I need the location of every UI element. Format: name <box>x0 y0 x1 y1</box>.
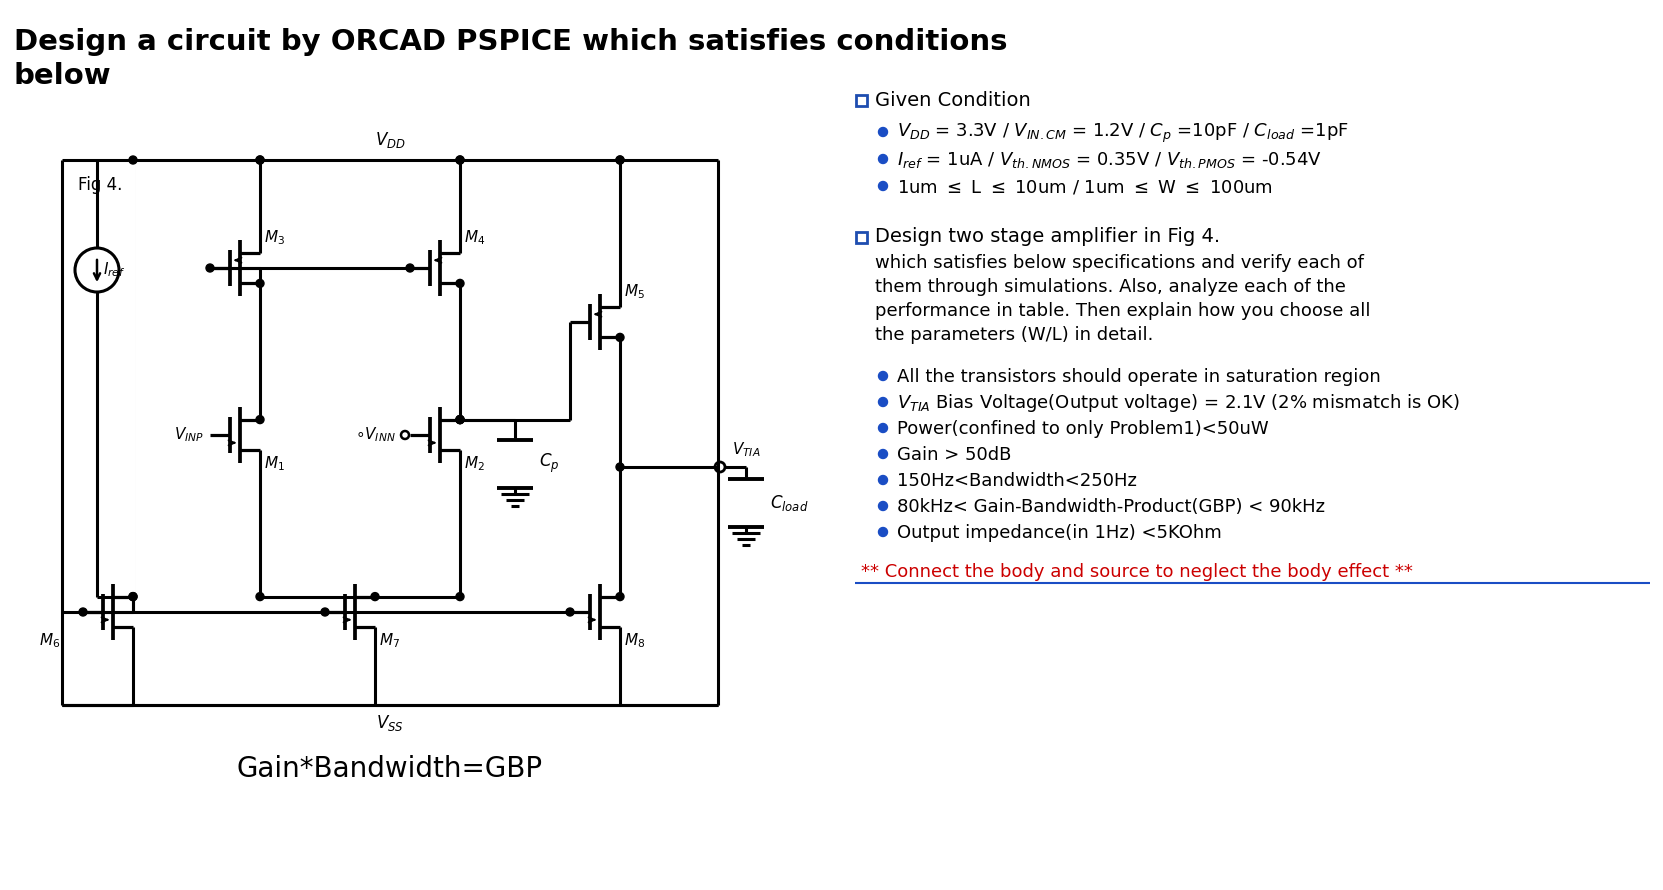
Circle shape <box>130 593 136 601</box>
Text: $\circ V_{INN}$: $\circ V_{INN}$ <box>356 425 396 444</box>
Text: $C_p$: $C_p$ <box>539 452 559 475</box>
Text: $M_3$: $M_3$ <box>264 228 284 247</box>
Circle shape <box>615 156 624 164</box>
Circle shape <box>406 264 414 272</box>
Text: $M_1$: $M_1$ <box>264 455 284 473</box>
Text: ** Connect the body and source to neglect the body effect **: ** Connect the body and source to neglec… <box>861 563 1414 581</box>
Circle shape <box>456 416 464 424</box>
Text: Design a circuit by ORCAD PSPICE which satisfies conditions: Design a circuit by ORCAD PSPICE which s… <box>13 28 1008 56</box>
Text: Gain*Bandwidth=GBP: Gain*Bandwidth=GBP <box>236 755 544 783</box>
Circle shape <box>878 475 888 484</box>
Text: below: below <box>13 62 111 90</box>
Bar <box>855 94 866 106</box>
Text: $V_{TIA}$ Bias Voltage(Output voltage) = 2.1V (2% mismatch is OK): $V_{TIA}$ Bias Voltage(Output voltage) =… <box>896 392 1460 414</box>
Circle shape <box>615 156 624 164</box>
Text: $C_{load}$: $C_{load}$ <box>770 493 808 513</box>
Circle shape <box>130 156 136 164</box>
Circle shape <box>456 156 464 164</box>
Text: the parameters (W/L) in detail.: the parameters (W/L) in detail. <box>875 326 1154 344</box>
Text: $M_4$: $M_4$ <box>464 228 486 247</box>
Text: 80kHz< Gain-Bandwidth-Product(GBP) < 90kHz: 80kHz< Gain-Bandwidth-Product(GBP) < 90k… <box>896 498 1325 516</box>
Circle shape <box>878 155 888 164</box>
Text: Design two stage amplifier in Fig 4.: Design two stage amplifier in Fig 4. <box>875 228 1221 247</box>
Text: which satisfies below specifications and verify each of: which satisfies below specifications and… <box>875 254 1364 272</box>
Circle shape <box>456 416 464 424</box>
Circle shape <box>256 156 264 164</box>
Text: them through simulations. Also, analyze each of the: them through simulations. Also, analyze … <box>875 278 1345 296</box>
Circle shape <box>256 156 264 164</box>
Circle shape <box>130 593 136 601</box>
Text: $V_{DD}$ = 3.3V / $V_{IN.CM}$ = 1.2V / $C_p$ =10pF / $C_{load}$ =1pF: $V_{DD}$ = 3.3V / $V_{IN.CM}$ = 1.2V / $… <box>896 121 1349 144</box>
Circle shape <box>456 156 464 164</box>
Text: $V_{TIA}$: $V_{TIA}$ <box>732 441 760 459</box>
Text: 150Hz<Bandwidth<250Hz: 150Hz<Bandwidth<250Hz <box>896 472 1137 490</box>
Text: $V_{DD}$: $V_{DD}$ <box>374 130 406 150</box>
Circle shape <box>615 593 624 601</box>
Text: $M_6$: $M_6$ <box>38 631 60 650</box>
Circle shape <box>878 449 888 458</box>
Circle shape <box>565 608 574 616</box>
Text: Fig 4.: Fig 4. <box>78 176 123 194</box>
Text: $V_{INP}$: $V_{INP}$ <box>175 425 205 444</box>
Circle shape <box>878 424 888 433</box>
Text: All the transistors should operate in saturation region: All the transistors should operate in sa… <box>896 368 1380 386</box>
Circle shape <box>456 279 464 287</box>
Text: Given Condition: Given Condition <box>875 91 1031 109</box>
Text: 1um $\leq$ L $\leq$ 10um / 1um $\leq$ W $\leq$ 100um: 1um $\leq$ L $\leq$ 10um / 1um $\leq$ W … <box>896 178 1272 196</box>
Text: $I_{ref}$: $I_{ref}$ <box>103 261 125 279</box>
Text: $M_7$: $M_7$ <box>379 631 401 650</box>
Circle shape <box>256 416 264 424</box>
Circle shape <box>878 528 888 537</box>
Circle shape <box>878 501 888 511</box>
Circle shape <box>615 334 624 342</box>
Text: performance in table. Then explain how you choose all: performance in table. Then explain how y… <box>875 302 1370 320</box>
Text: $M_2$: $M_2$ <box>464 455 486 473</box>
Text: Power(confined to only Problem1)<50uW: Power(confined to only Problem1)<50uW <box>896 420 1269 438</box>
Circle shape <box>256 279 264 287</box>
Circle shape <box>878 127 888 136</box>
Text: $M_5$: $M_5$ <box>624 282 645 301</box>
Circle shape <box>878 371 888 381</box>
Circle shape <box>206 264 215 272</box>
Text: $M_8$: $M_8$ <box>624 631 645 650</box>
Circle shape <box>615 463 624 471</box>
Text: $I_{ref}$ = 1uA / $V_{th.NMOS}$ = 0.35V / $V_{th.PMOS}$ = -0.54V: $I_{ref}$ = 1uA / $V_{th.NMOS}$ = 0.35V … <box>896 150 1322 170</box>
Circle shape <box>80 608 86 616</box>
Text: Gain > 50dB: Gain > 50dB <box>896 446 1011 464</box>
Circle shape <box>456 593 464 601</box>
Circle shape <box>878 398 888 407</box>
Text: Output impedance(in 1Hz) <5KOhm: Output impedance(in 1Hz) <5KOhm <box>896 524 1222 542</box>
Text: $V_{SS}$: $V_{SS}$ <box>376 713 404 733</box>
Bar <box>855 231 866 242</box>
Circle shape <box>321 608 329 616</box>
Circle shape <box>371 593 379 601</box>
Circle shape <box>878 182 888 190</box>
Circle shape <box>256 593 264 601</box>
Circle shape <box>456 416 464 424</box>
